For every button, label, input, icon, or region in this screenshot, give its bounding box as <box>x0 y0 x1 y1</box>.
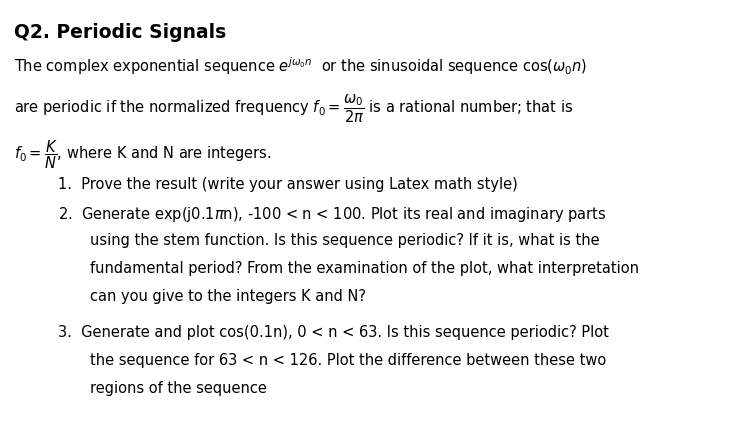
Text: regions of the sequence: regions of the sequence <box>90 381 267 396</box>
Text: 1.  Prove the result (write your answer using Latex math style): 1. Prove the result (write your answer u… <box>58 177 517 192</box>
Text: $f_0 = \dfrac{K}{N}$, where K and N are integers.: $f_0 = \dfrac{K}{N}$, where K and N are … <box>14 138 271 171</box>
Text: can you give to the integers K and N?: can you give to the integers K and N? <box>90 289 366 304</box>
Text: 2.  Generate exp(j0.1$\pi$n), -100 < n < 100. Plot its real and imaginary parts: 2. Generate exp(j0.1$\pi$n), -100 < n < … <box>58 205 606 224</box>
Text: 3.  Generate and plot cos(0.1n), 0 < n < 63. Is this sequence periodic? Plot: 3. Generate and plot cos(0.1n), 0 < n < … <box>58 325 609 340</box>
Text: Q2. Periodic Signals: Q2. Periodic Signals <box>14 23 226 42</box>
Text: the sequence for 63 < n < 126. Plot the difference between these two: the sequence for 63 < n < 126. Plot the … <box>90 353 606 368</box>
Text: using the stem function. Is this sequence periodic? If it is, what is the: using the stem function. Is this sequenc… <box>90 233 599 248</box>
Text: fundamental period? From the examination of the plot, what interpretation: fundamental period? From the examination… <box>90 261 639 276</box>
Text: The complex exponential sequence $e^{j\omega_0 n}$  or the sinusoidal sequence $: The complex exponential sequence $e^{j\o… <box>14 55 587 77</box>
Text: are periodic if the normalized frequency $f_0 = \dfrac{\omega_0}{2\pi}$ is a rat: are periodic if the normalized frequency… <box>14 93 574 125</box>
